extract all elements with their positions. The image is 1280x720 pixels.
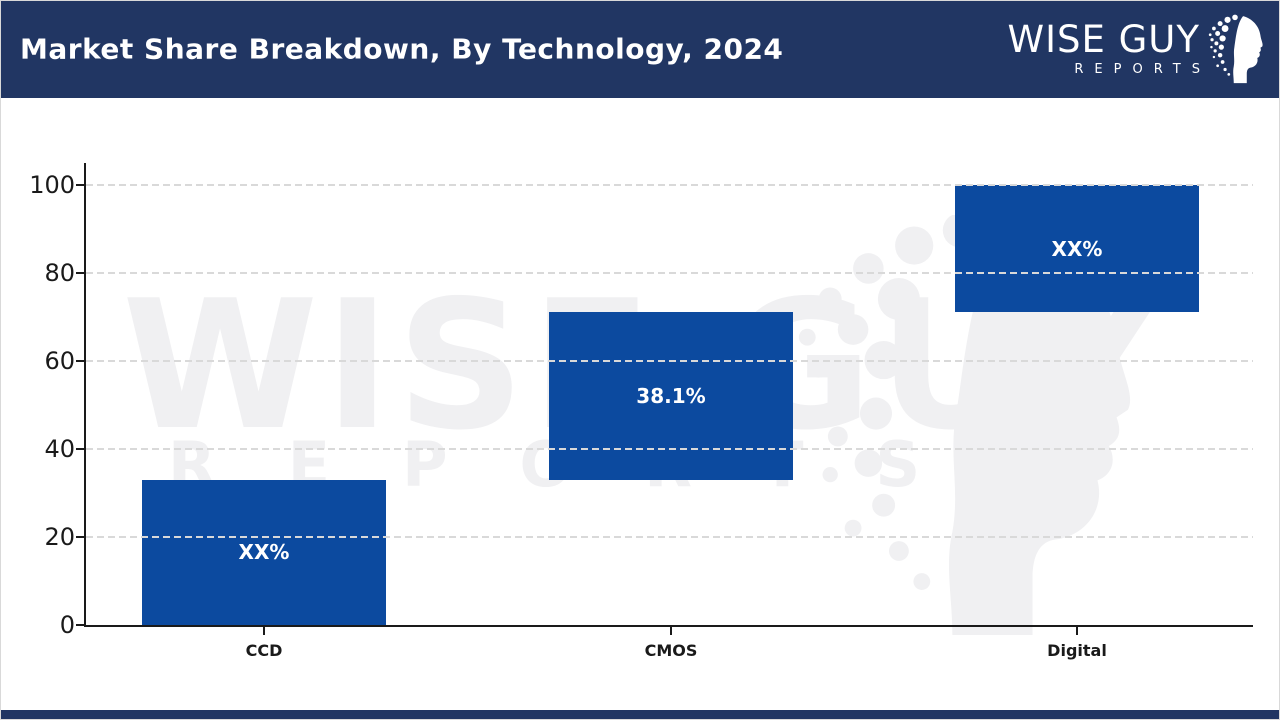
y-axis-tick-label: 40 <box>44 435 75 463</box>
bar-value-label: XX% <box>238 540 290 565</box>
gridline-40 <box>86 448 1253 450</box>
y-axis-tick-label: 20 <box>44 523 75 551</box>
gridline-60 <box>86 360 1253 362</box>
y-axis-tick <box>76 272 84 274</box>
x-axis-tick <box>263 627 265 635</box>
footer-bar <box>0 710 1280 720</box>
gridline-80 <box>86 272 1253 274</box>
y-axis-tick-label: 100 <box>29 171 75 199</box>
y-axis-tick <box>76 536 84 538</box>
y-axis-tick <box>76 360 84 362</box>
gridline-100 <box>86 184 1253 186</box>
x-axis-category-label: CMOS <box>644 641 698 660</box>
y-axis-tick-label: 60 <box>44 347 75 375</box>
wiseguy-logo: WISE GUY REPORTS <box>1008 6 1266 92</box>
x-axis-tick <box>670 627 672 635</box>
y-axis-tick-label: 80 <box>44 259 75 287</box>
bar-ccd <box>142 479 386 625</box>
y-axis-tick-label: 0 <box>59 611 75 639</box>
logo-brand-subtitle: REPORTS <box>1074 61 1211 77</box>
y-axis-tick <box>76 184 84 186</box>
x-axis-category-label: CCD <box>245 641 283 660</box>
y-axis-tick <box>76 624 84 626</box>
gridline-20 <box>86 536 1253 538</box>
bar-digital <box>955 185 1199 313</box>
y-axis-tick <box>76 448 84 450</box>
logo-brand-name: WISE GUY <box>1007 18 1200 62</box>
x-axis-line <box>84 625 1253 627</box>
wiseguy-face-icon <box>1208 14 1263 84</box>
page-title: Market Share Breakdown, By Technology, 2… <box>20 32 784 66</box>
bar-value-label: 38.1% <box>636 383 706 408</box>
bar-cmos <box>549 312 793 480</box>
y-axis-line <box>84 163 86 627</box>
wiseguy-logo-text: WISE GUY REPORTS <box>1007 18 1200 77</box>
bar-value-label: XX% <box>1051 236 1103 261</box>
x-axis-tick <box>1076 627 1078 635</box>
header-banner: Market Share Breakdown, By Technology, 2… <box>0 0 1280 98</box>
x-axis-category-label: Digital <box>1047 641 1107 660</box>
